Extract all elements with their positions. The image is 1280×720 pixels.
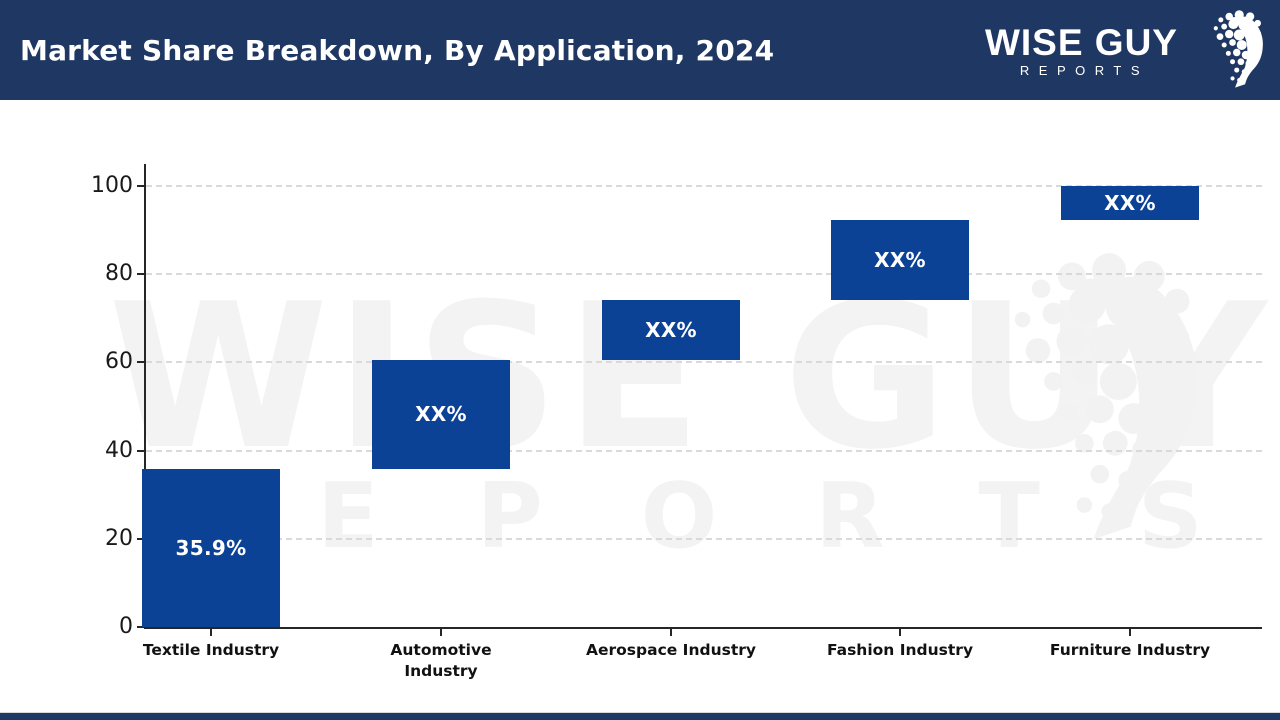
- logo-wordmark: WISE GUY: [984, 21, 1178, 63]
- bar-automotive-industry: XX%: [372, 359, 510, 469]
- y-axis-line: [144, 164, 146, 629]
- x-tick-mark: [1129, 629, 1131, 636]
- watermark-face-icon: [1014, 253, 1197, 540]
- bar-textile-industry: 35.9%: [142, 468, 280, 627]
- x-tick-label: Aerospace Industry: [586, 641, 756, 659]
- y-tick-label: 100: [91, 173, 133, 198]
- logo-face-icon: [1213, 10, 1263, 88]
- x-tick-label: Automotive Industry: [390, 641, 492, 680]
- chart-area: WISE GUY REPORTS 0 20 40 60 80 100 35.9% Textil…: [0, 100, 1280, 712]
- y-tick-label: 40: [105, 437, 133, 463]
- y-tick-mark: [137, 361, 144, 364]
- y-tick-label: 0: [119, 614, 133, 639]
- x-tick-mark: [210, 629, 212, 636]
- gridline: [146, 449, 1262, 452]
- x-tick-mark: [670, 629, 672, 636]
- y-tick-mark: [137, 449, 144, 452]
- gridline: [146, 537, 1262, 540]
- x-tick-mark: [899, 629, 901, 636]
- bar-value-label: XX%: [415, 402, 467, 427]
- bar-aerospace-industry: XX%: [602, 300, 740, 360]
- header-banner: Market Share Breakdown, By Application, …: [0, 0, 1280, 100]
- x-tick-label: Furniture Industry: [1049, 641, 1211, 659]
- bar-value-label: XX%: [874, 248, 926, 273]
- y-tick-label: 60: [105, 349, 133, 375]
- logo-subtext: REPORTS: [1019, 62, 1150, 78]
- x-axis-line: [144, 627, 1262, 629]
- logo-text: WISE GUY REPORTS: [985, 24, 1178, 77]
- y-tick-mark: [137, 537, 144, 540]
- page-title: Market Share Breakdown, By Application, …: [20, 33, 775, 67]
- bottom-divider: [0, 712, 1280, 713]
- y-tick-mark: [137, 273, 144, 276]
- bar-value-label: XX%: [1104, 191, 1156, 216]
- y-tick-mark: [137, 626, 144, 628]
- x-tick-label: Fashion Industry: [826, 641, 974, 659]
- bar-value-label: XX%: [645, 317, 697, 342]
- gridline: [146, 185, 1262, 187]
- gridline: [146, 273, 1262, 276]
- watermark-subtext: REPORTS: [150, 464, 1280, 569]
- gridline: [146, 361, 1262, 364]
- bar-fashion-industry: XX%: [831, 220, 969, 301]
- footer-bar: [0, 713, 1280, 720]
- bar-value-label: 35.9%: [175, 535, 247, 560]
- y-tick-label: 20: [105, 525, 133, 551]
- bar-furniture-industry: XX%: [1061, 186, 1199, 221]
- wise-guy-logo: WISE GUY REPORTS: [985, 6, 1266, 94]
- y-tick-mark: [137, 185, 144, 187]
- y-tick-label: 80: [105, 261, 133, 287]
- x-tick-label: Textile Industry: [142, 641, 280, 659]
- x-tick-mark: [440, 629, 442, 636]
